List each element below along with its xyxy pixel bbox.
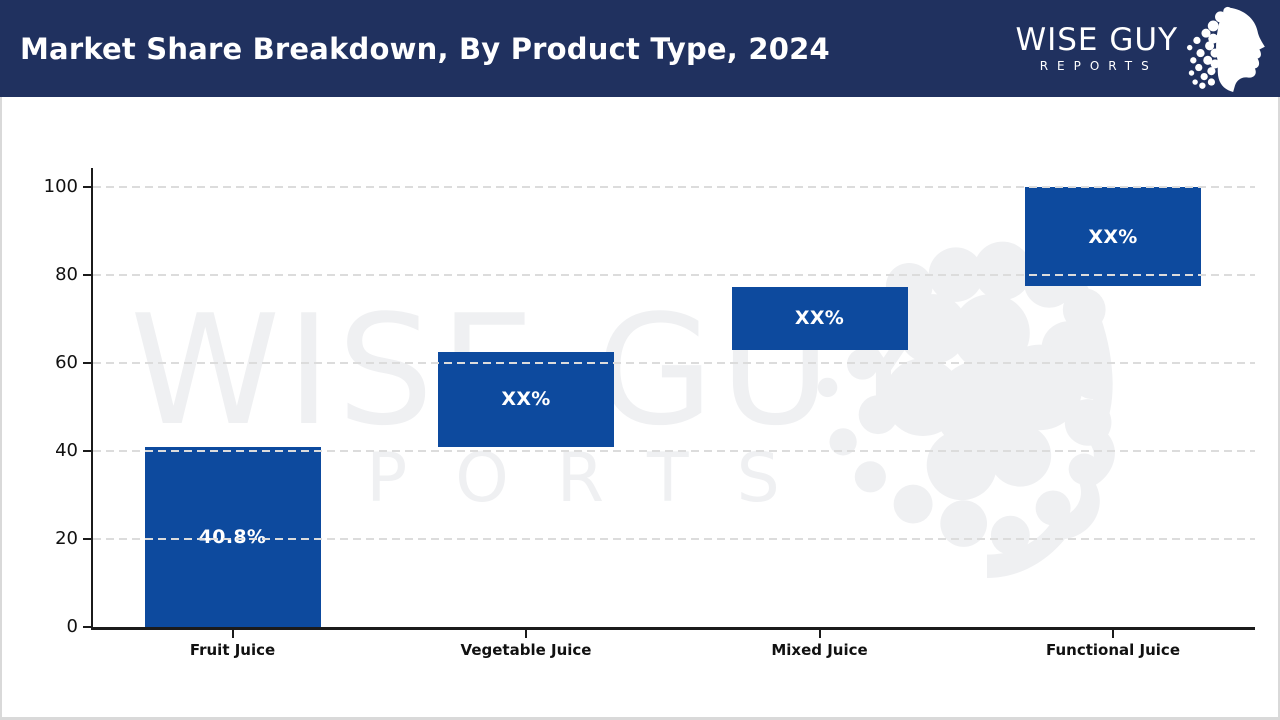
x-tick-mark: [231, 630, 234, 638]
y-tick-label: 60: [55, 352, 78, 373]
y-axis-line: [91, 168, 93, 629]
y-tick-label: 20: [55, 528, 78, 549]
category-label: Functional Juice: [1046, 641, 1180, 659]
gridline-20: [93, 538, 1255, 540]
logo-wordmark: WISE GUY: [1015, 22, 1178, 59]
gridline-80: [93, 274, 1255, 276]
bar-value-label: XX%: [1088, 225, 1138, 248]
category-label: Mixed Juice: [771, 641, 868, 659]
y-tick-mark: [83, 274, 91, 276]
logo-subtext: REPORTS: [1039, 58, 1158, 73]
gridline-40: [93, 450, 1255, 452]
category-label: Vegetable Juice: [460, 641, 592, 659]
y-tick-label: 100: [43, 176, 78, 197]
logo-text: WISE GUY REPORTS: [1015, 24, 1178, 73]
y-tick-mark: [83, 186, 91, 188]
y-tick-label: 0: [66, 616, 78, 637]
y-tick-label: 80: [55, 264, 78, 285]
x-axis-line: [91, 627, 1255, 630]
header: Market Share Breakdown, By Product Type,…: [0, 0, 1280, 97]
y-tick-mark: [83, 626, 91, 628]
y-tick-mark: [83, 362, 91, 364]
bar-value-label: 40.8%: [199, 526, 266, 548]
y-tick-label: 40: [55, 440, 78, 461]
chart-area: WISE GUY REPORTS 02040608010040.8%Fruit …: [0, 97, 1280, 720]
gridline-60: [93, 362, 1255, 364]
page-title: Market Share Breakdown, By Product Type,…: [20, 31, 830, 66]
bar-fruit-juice: 40.8%: [144, 447, 321, 627]
y-tick-mark: [83, 538, 91, 540]
bar-vegetable-juice: XX%: [438, 352, 614, 447]
y-tick-mark: [83, 450, 91, 452]
x-tick-mark: [818, 630, 821, 638]
bar-value-label: XX%: [794, 307, 845, 330]
x-tick-mark: [525, 630, 527, 638]
wiseguy-head-icon: [1186, 6, 1265, 92]
category-label: Fruit Juice: [189, 641, 276, 659]
bar-value-label: XX%: [501, 388, 551, 411]
gridline-100: [93, 186, 1255, 188]
brand-logo: WISE GUY REPORTS: [1015, 6, 1266, 92]
bar-mixed-juice: XX%: [731, 286, 908, 350]
bar-functional-juice: XX%: [1025, 187, 1201, 286]
x-tick-mark: [1112, 630, 1114, 638]
